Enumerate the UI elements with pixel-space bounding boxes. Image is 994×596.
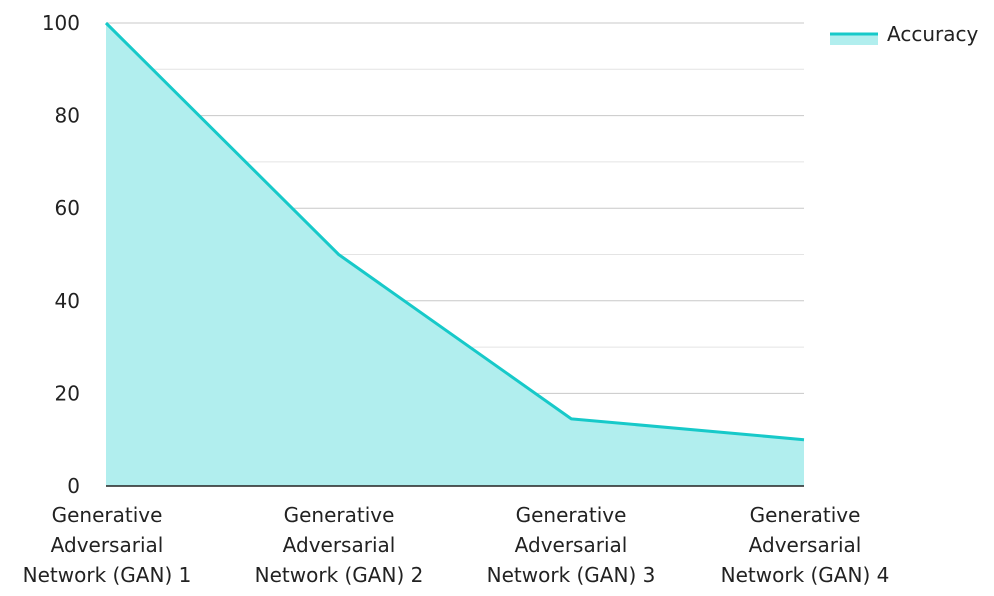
legend-swatch-accuracy (830, 33, 878, 45)
x-tick-label: Generative Adversarial Network (GAN) 2 (255, 503, 424, 587)
accuracy-line (104, 21, 805, 442)
x-tick-label: Generative Adversarial Network (GAN) 1 (23, 503, 192, 587)
y-tick-labels: 0 20 40 60 80 100 (42, 11, 80, 498)
y-tick-label: 40 (55, 289, 80, 313)
accuracy-area (106, 23, 804, 486)
y-tick-label: 20 (55, 381, 80, 405)
legend: Accuracy (830, 22, 978, 46)
y-tick-label: 60 (55, 196, 80, 220)
y-tick-label: 0 (67, 474, 80, 498)
x-tick-label: Generative Adversarial Network (GAN) 4 (721, 503, 890, 587)
y-tick-label: 100 (42, 11, 80, 35)
x-tick-label: Generative Adversarial Network (GAN) 3 (487, 503, 656, 587)
x-tick-labels: Generative Adversarial Network (GAN) 1 Gene… (23, 503, 890, 587)
legend-label-accuracy: Accuracy (887, 22, 978, 46)
y-tick-label: 80 (55, 104, 80, 128)
